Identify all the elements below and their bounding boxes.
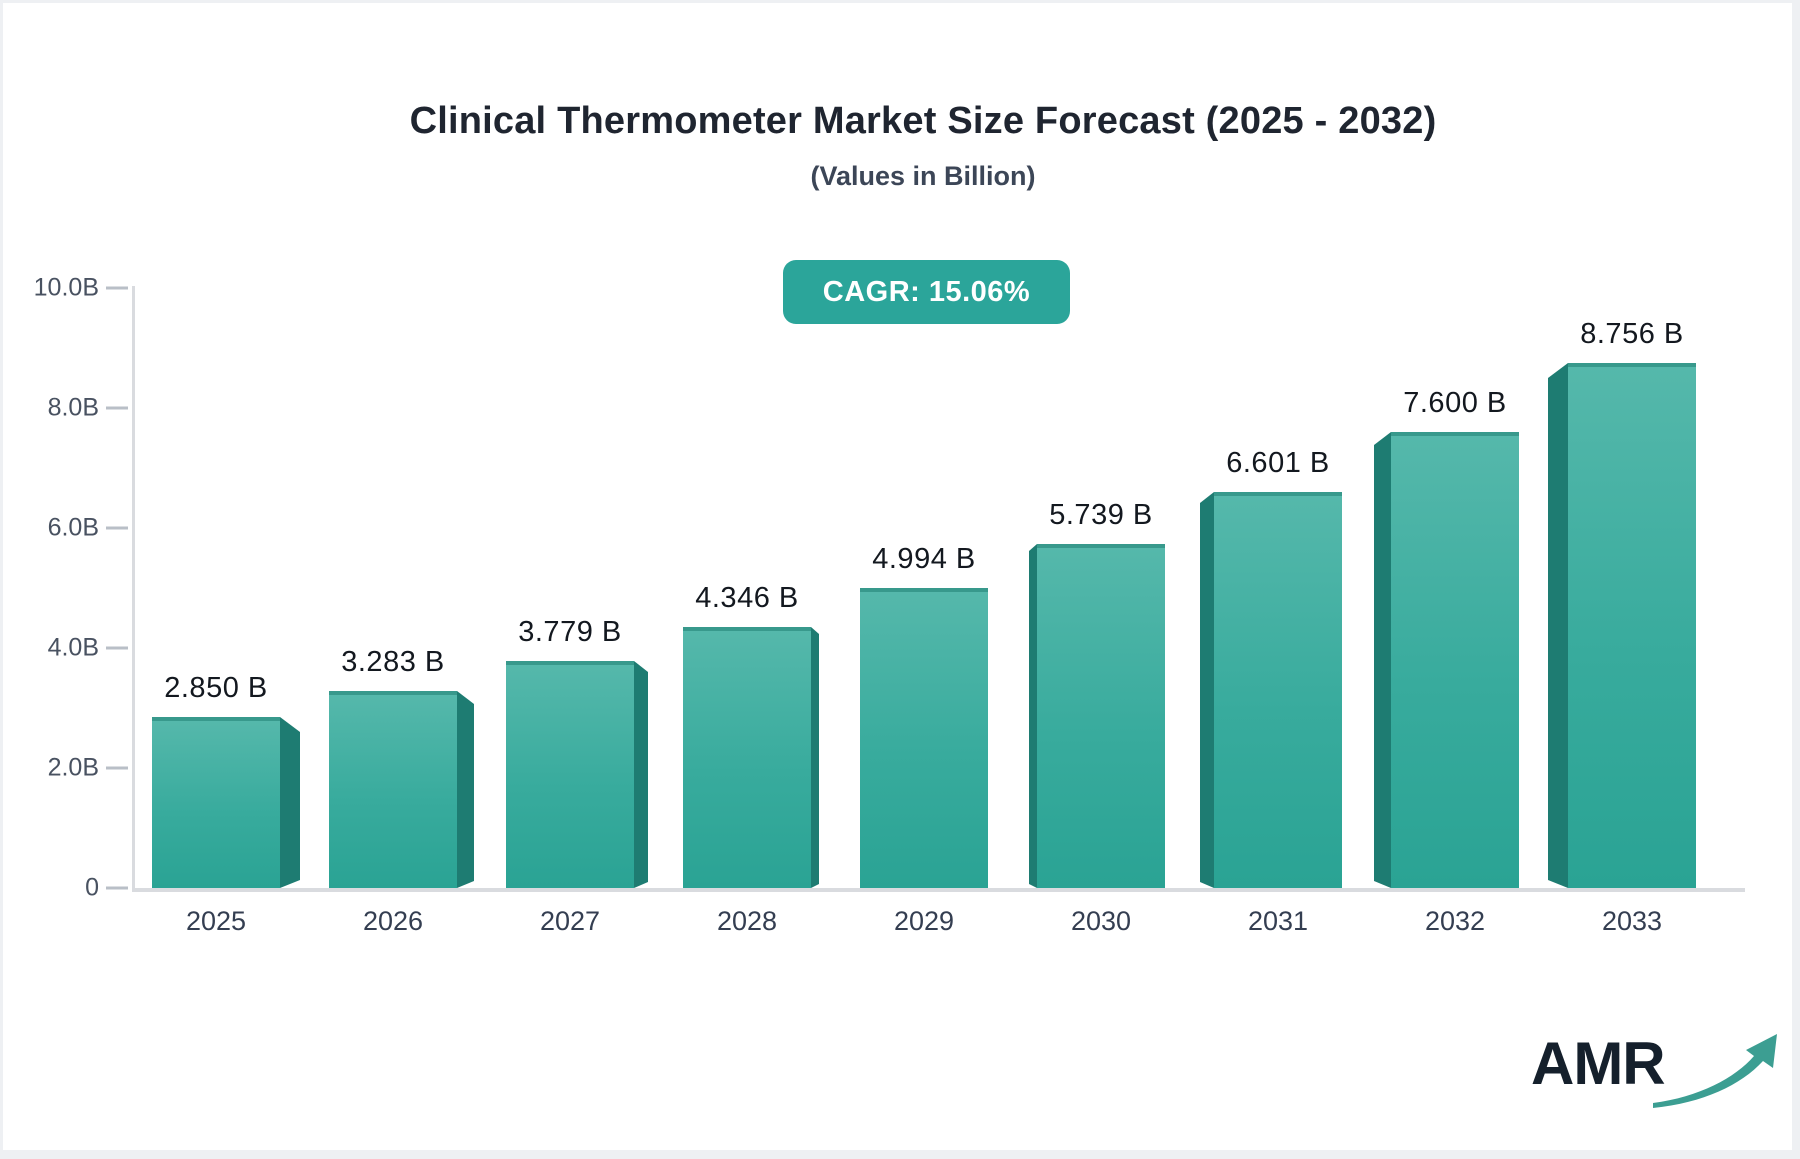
x-tick-label: 2033 [1601, 906, 1663, 936]
y-tick-label: 10.0B [33, 273, 99, 302]
x-tick-label: 2030 [1070, 906, 1132, 936]
y-tick-dash [106, 646, 128, 650]
bar-2030 [1037, 544, 1165, 888]
bar-value-label: 5.739 B [1049, 499, 1153, 531]
bar-2032 [1391, 432, 1519, 888]
bar-2025 [152, 717, 280, 888]
amr-logo-text: AMR [1531, 1030, 1666, 1097]
bar-2033 [1568, 363, 1696, 888]
y-tick-dash [106, 526, 128, 530]
bar-side [811, 627, 819, 888]
chart-subtitle: (Values in Billion) [810, 161, 1036, 191]
bar-side [1029, 544, 1037, 888]
y-tick-dash [106, 406, 128, 410]
x-tick-label: 2029 [893, 906, 955, 936]
bar-2031 [1214, 492, 1342, 888]
bar-2028 [683, 627, 811, 888]
x-tick-label: 2026 [362, 906, 424, 936]
bar-2026 [329, 691, 457, 888]
bar-value-label: 3.779 B [518, 616, 622, 648]
y-tick-dash [106, 766, 128, 770]
bar-side [634, 661, 648, 888]
y-tick-label: 8.0B [47, 393, 99, 422]
bar-value-label: 2.850 B [164, 672, 268, 704]
y-tick-label: 0 [85, 873, 99, 902]
x-tick-label: 2025 [185, 906, 247, 936]
x-axis-baseline [132, 888, 1745, 892]
bar-side [457, 691, 474, 888]
x-tick-label: 2028 [716, 906, 778, 936]
bar-side [1548, 363, 1568, 888]
bar-value-label: 4.994 B [872, 543, 976, 575]
y-tick-dash [106, 886, 128, 890]
bar-value-label: 6.601 B [1226, 447, 1330, 479]
cagr-badge: CAGR: 15.06% [783, 260, 1070, 324]
bar-2029 [860, 588, 988, 888]
y-tick-label: 6.0B [47, 513, 99, 542]
y-axis-line [132, 286, 135, 890]
x-tick-label: 2032 [1424, 906, 1486, 936]
chart-title: Clinical Thermometer Market Size Forecas… [409, 100, 1437, 142]
bar-side [280, 717, 300, 888]
x-tick-label: 2027 [539, 906, 601, 936]
bar-side [1200, 492, 1214, 888]
growth-arrow-icon [1653, 1034, 1777, 1108]
bar-value-label: 8.756 B [1580, 318, 1684, 350]
amr-logo: AMR [1531, 1029, 1777, 1129]
bar-value-label: 3.283 B [341, 646, 445, 678]
y-tick-label: 2.0B [47, 753, 99, 782]
bar-2027 [506, 661, 634, 888]
bar-chart: 0 2.0B 4.0B 6.0B 8.0B 10.0B 2.850 B 2025 3.283 B… [3, 3, 1800, 1159]
bar-value-label: 7.600 B [1403, 387, 1507, 419]
bar-side [1374, 432, 1391, 888]
chart-card: Clinical Thermometer Market Size Forecas… [3, 3, 1792, 1150]
chart-header: Clinical Thermometer Market Size Forecas… [33, 3, 1800, 192]
x-tick-label: 2031 [1247, 906, 1309, 936]
y-tick-dash [106, 286, 128, 290]
bar-value-label: 4.346 B [695, 582, 799, 614]
y-tick-label: 4.0B [47, 633, 99, 662]
